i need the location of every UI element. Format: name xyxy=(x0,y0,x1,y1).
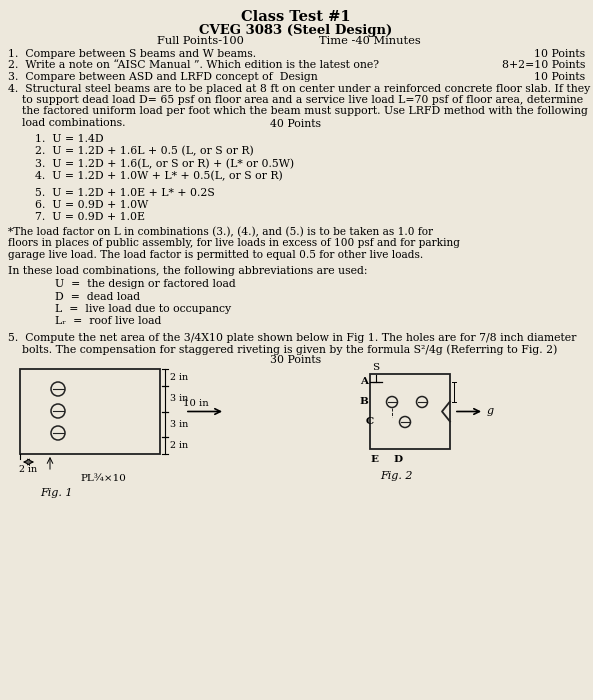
Text: Fig. 1: Fig. 1 xyxy=(40,488,72,498)
Text: Full Points-100: Full Points-100 xyxy=(157,36,244,46)
Bar xyxy=(20,369,160,454)
Text: Time -40 Minutes: Time -40 Minutes xyxy=(319,36,421,46)
Text: B: B xyxy=(359,398,368,407)
Text: 3.  U = 1.2D + 1.6(L, or S or R) + (L* or 0.5W): 3. U = 1.2D + 1.6(L, or S or R) + (L* or… xyxy=(35,158,294,169)
Text: D  =  dead load: D = dead load xyxy=(55,291,140,302)
Text: 7.  U = 0.9D + 1.0E: 7. U = 0.9D + 1.0E xyxy=(35,213,145,223)
Text: 6.  U = 0.9D + 1.0W: 6. U = 0.9D + 1.0W xyxy=(35,200,148,210)
Text: L  =  live load due to occupancy: L = live load due to occupancy xyxy=(55,304,231,314)
Text: 2.  U = 1.2D + 1.6L + 0.5 (L, or S or R): 2. U = 1.2D + 1.6L + 0.5 (L, or S or R) xyxy=(35,146,254,156)
Text: 2 in: 2 in xyxy=(170,373,188,382)
Text: Class Test #1: Class Test #1 xyxy=(241,10,351,24)
Text: floors in places of public assembly, for live loads in excess of 100 psf and for: floors in places of public assembly, for… xyxy=(8,239,460,248)
Text: 30 Points: 30 Points xyxy=(270,355,321,365)
Text: 3.  Compare between ASD and LRFD concept of  Design: 3. Compare between ASD and LRFD concept … xyxy=(8,72,318,82)
Text: to support dead load D= 65 psf on floor area and a service live load L=70 psf of: to support dead load D= 65 psf on floor … xyxy=(8,95,583,105)
Text: 5.  Compute the net area of the 3/4X10 plate shown below in Fig 1. The holes are: 5. Compute the net area of the 3/4X10 pl… xyxy=(8,333,576,343)
Text: 4.  Structural steel beams are to be placed at 8 ft on center under a reinforced: 4. Structural steel beams are to be plac… xyxy=(8,83,593,94)
Text: 40 Points: 40 Points xyxy=(270,119,321,129)
Text: load combinations.: load combinations. xyxy=(8,118,126,128)
Text: *The load factor on L in combinations (3.), (4.), and (5.) is to be taken as 1.0: *The load factor on L in combinations (3… xyxy=(8,227,433,237)
Text: D: D xyxy=(393,455,403,464)
Text: CVEG 3083 (Steel Design): CVEG 3083 (Steel Design) xyxy=(199,24,393,37)
Text: g: g xyxy=(487,407,494,416)
Text: garage live load. The load factor is permitted to equal 0.5 for other live loads: garage live load. The load factor is per… xyxy=(8,250,423,260)
Text: 10 in: 10 in xyxy=(183,398,209,407)
Text: S: S xyxy=(372,363,380,372)
Text: E: E xyxy=(370,455,378,464)
Text: 1.  Compare between S beams and W beams.: 1. Compare between S beams and W beams. xyxy=(8,49,256,59)
Text: 1.  U = 1.4D: 1. U = 1.4D xyxy=(35,134,104,143)
Text: 3 in: 3 in xyxy=(170,420,188,428)
Text: 2.  Write a note on “AISC Manual ”. Which edition is the latest one?: 2. Write a note on “AISC Manual ”. Which… xyxy=(8,60,379,71)
Text: 10 Points: 10 Points xyxy=(534,72,585,82)
Text: 8+2=10 Points: 8+2=10 Points xyxy=(502,60,585,71)
Text: 3 in: 3 in xyxy=(170,394,188,403)
Text: 10 Points: 10 Points xyxy=(534,49,585,59)
Text: Lᵣ  =  roof live load: Lᵣ = roof live load xyxy=(55,316,161,326)
Text: A: A xyxy=(360,377,368,386)
Text: the factored uniform load per foot which the beam must support. Use LRFD method : the factored uniform load per foot which… xyxy=(8,106,588,116)
Text: 5.  U = 1.2D + 1.0E + L* + 0.2S: 5. U = 1.2D + 1.0E + L* + 0.2S xyxy=(35,188,215,197)
Text: bolts. The compensation for staggered riveting is given by the formula S²/4g (Re: bolts. The compensation for staggered ri… xyxy=(8,344,557,355)
Text: 4.  U = 1.2D + 1.0W + L* + 0.5(L, or S or R): 4. U = 1.2D + 1.0W + L* + 0.5(L, or S or… xyxy=(35,171,283,181)
Text: 2 in: 2 in xyxy=(20,465,37,474)
Text: C: C xyxy=(366,417,374,426)
Text: PL¾×10: PL¾×10 xyxy=(80,474,126,483)
Bar xyxy=(370,374,450,449)
Text: Fig. 2: Fig. 2 xyxy=(380,471,413,481)
Text: 2 in: 2 in xyxy=(170,441,188,450)
Text: In these load combinations, the following abbreviations are used:: In these load combinations, the followin… xyxy=(8,265,368,276)
Text: U  =  the design or factored load: U = the design or factored load xyxy=(55,279,236,289)
